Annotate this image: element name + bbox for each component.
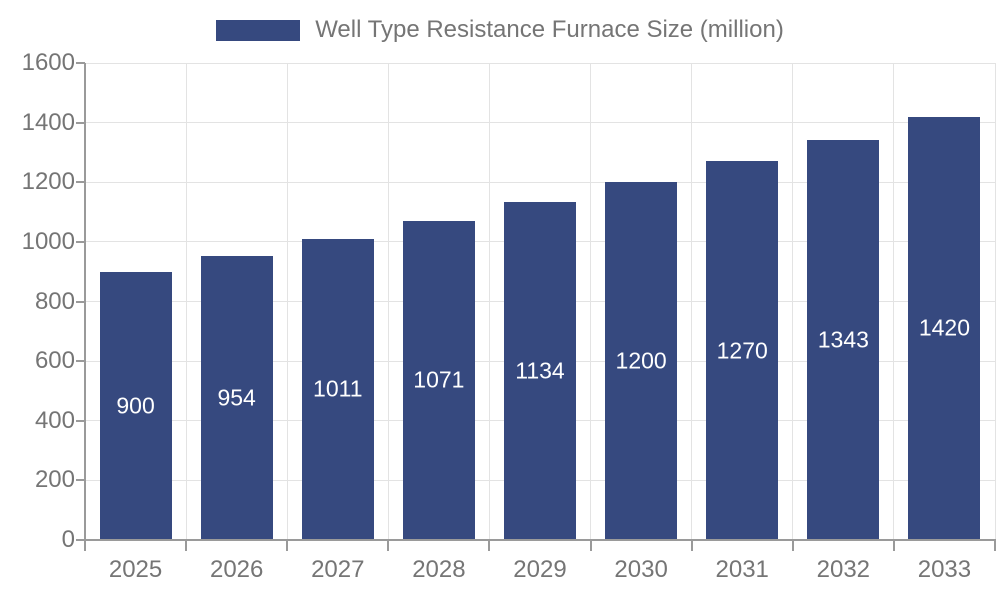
y-tick-label: 200 — [34, 466, 75, 494]
y-tick-label: 600 — [34, 347, 75, 375]
x-axis-line — [84, 539, 996, 541]
bar-value-label: 1343 — [817, 326, 869, 353]
x-axis-tick — [84, 541, 86, 551]
legend-label: Well Type Resistance Furnace Size (milli… — [315, 16, 784, 43]
y-axis-tick — [76, 360, 85, 363]
bar-value-label: 1270 — [716, 337, 768, 364]
bar-2027[interactable]: 1011 — [301, 238, 374, 540]
gridline-horizontal — [85, 62, 995, 64]
bar-2026[interactable]: 954 — [200, 255, 273, 540]
x-tick-label: 2032 — [816, 556, 871, 583]
y-axis-tick — [76, 240, 85, 243]
y-tick-label: 800 — [34, 287, 75, 315]
bar-value-label: 1200 — [615, 347, 667, 374]
x-axis-tick — [387, 541, 390, 551]
x-tick-label: 2030 — [614, 556, 668, 583]
y-axis-line — [84, 63, 86, 540]
gridline-vertical — [185, 63, 187, 540]
x-axis-tick — [589, 541, 592, 551]
y-tick-label: 1200 — [21, 168, 75, 196]
y-axis-tick — [76, 539, 85, 541]
legend-swatch — [216, 19, 301, 41]
gridline-vertical — [387, 63, 389, 540]
gridline-vertical — [893, 63, 895, 540]
bar-value-label: 954 — [217, 384, 256, 411]
x-tick-label: 2025 — [108, 556, 163, 583]
y-axis-tick — [76, 479, 85, 482]
y-axis-tick — [76, 419, 85, 422]
x-axis-tick — [791, 541, 794, 551]
y-axis-tick — [76, 181, 85, 184]
bar-value-label: 1011 — [313, 375, 363, 402]
y-tick-label: 1600 — [21, 49, 75, 76]
y-tick-label: 1000 — [21, 227, 75, 255]
x-tick-label: 2026 — [209, 556, 264, 583]
x-tick-label: 2033 — [917, 556, 972, 583]
x-axis-tick — [488, 541, 491, 551]
bar-value-label: 1420 — [918, 314, 971, 341]
bar-2033[interactable]: 1420 — [908, 116, 981, 540]
gridline-vertical — [691, 63, 693, 540]
y-axis-tick — [76, 62, 85, 64]
gridline-vertical — [994, 63, 996, 540]
x-axis-tick — [892, 541, 895, 551]
gridline-vertical — [590, 63, 592, 540]
gridline-vertical — [286, 63, 288, 540]
y-tick-label: 1400 — [21, 108, 75, 136]
bar-value-label: 900 — [116, 392, 155, 419]
bar-2032[interactable]: 1343 — [807, 139, 880, 540]
y-tick-label: 400 — [34, 406, 75, 434]
x-tick-label: 2031 — [715, 556, 769, 583]
y-axis-tick — [76, 300, 85, 303]
gridline-vertical — [792, 63, 794, 540]
plot-area: 900 954 1011 1071 1134 1200 1270 1343 1420 — [85, 62, 996, 540]
bar-2028[interactable]: 1071 — [402, 220, 475, 540]
y-axis-tick — [76, 121, 85, 124]
bar-2029[interactable]: 1134 — [504, 201, 576, 540]
x-axis-tick — [286, 541, 289, 551]
bar-2031[interactable]: 1270 — [706, 161, 779, 540]
x-tick-label: 2029 — [513, 556, 567, 583]
bar-2025[interactable]: 900 — [99, 271, 172, 540]
x-axis-tick — [185, 541, 188, 551]
x-axis-tick — [690, 541, 693, 551]
x-tick-label: 2027 — [311, 556, 365, 583]
gridline-vertical — [488, 63, 490, 540]
x-tick-label: 2028 — [412, 556, 466, 583]
bar-2030[interactable]: 1200 — [605, 182, 678, 540]
gridline-horizontal — [85, 181, 995, 183]
legend[interactable]: Well Type Resistance Furnace Size (milli… — [0, 16, 1000, 44]
bar-value-label: 1071 — [413, 366, 465, 393]
y-tick-label: 0 — [61, 526, 75, 553]
x-axis-tick — [994, 541, 996, 551]
gridline-horizontal — [85, 122, 995, 124]
bar-value-label: 1134 — [515, 357, 565, 384]
